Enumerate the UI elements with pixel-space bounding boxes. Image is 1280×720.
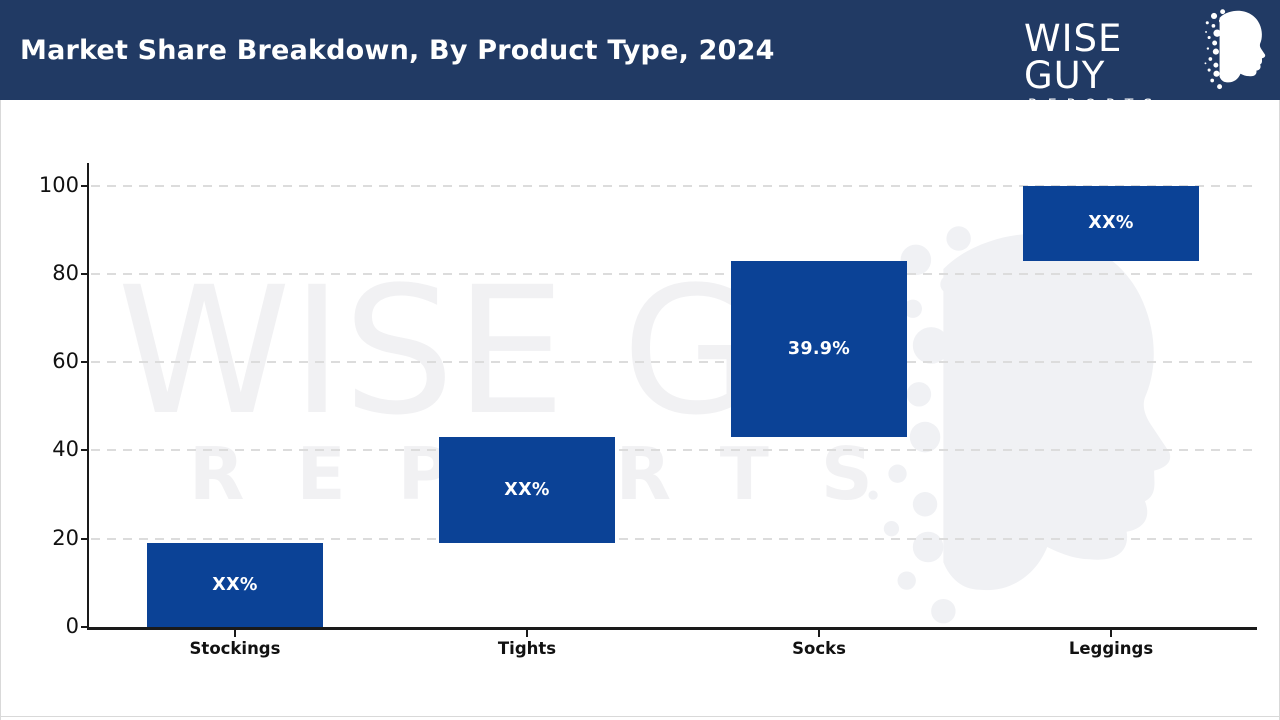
bar-label-tights: XX% xyxy=(504,480,550,501)
x-tick-label-tights: Tights xyxy=(497,639,557,658)
gridline-60 xyxy=(91,361,1257,364)
y-tick-label-40: 40 xyxy=(52,437,79,462)
y-tick-label-20: 20 xyxy=(52,525,79,550)
brand-logo: WISE GUY REPORTS xyxy=(1024,4,1274,113)
y-tick-mark-20 xyxy=(81,537,89,540)
bar-socks: 39.9% xyxy=(731,260,907,438)
x-tick-mark-leggings xyxy=(1110,630,1112,637)
y-tick-label-0: 0 xyxy=(65,614,79,638)
y-tick-label-60: 60 xyxy=(52,349,79,374)
y-tick-label-100: 100 xyxy=(38,172,79,197)
bar-label-leggings: XX% xyxy=(1088,213,1134,234)
frame-bottom-line xyxy=(1,716,1279,717)
y-axis xyxy=(87,163,89,630)
x-tick-mark-stockings xyxy=(234,630,236,637)
x-tick-label-socks: Socks xyxy=(792,639,846,658)
gridline-80 xyxy=(91,272,1257,275)
y-tick-mark-60 xyxy=(81,361,89,364)
page-title: Market Share Breakdown, By Product Type,… xyxy=(20,34,775,66)
y-tick-mark-100 xyxy=(81,184,89,187)
x-tick-label-leggings: Leggings xyxy=(1068,639,1154,658)
bar-label-stockings: XX% xyxy=(212,575,258,596)
gridline-40 xyxy=(91,449,1257,452)
brand-head-icon xyxy=(1204,8,1272,94)
bar-tights: XX% xyxy=(439,437,615,544)
chart-canvas: WISE GU REPORTS 020406080100XX%Stockings… xyxy=(0,100,1280,720)
y-tick-mark-0 xyxy=(81,626,89,628)
x-tick-label-stockings: Stockings xyxy=(189,639,281,658)
bar-label-socks: 39.9% xyxy=(787,339,851,360)
gridline-100 xyxy=(91,184,1257,187)
gridline-20 xyxy=(91,537,1257,540)
brand-name: WISE GUY xyxy=(1024,17,1123,97)
y-tick-label-80: 80 xyxy=(52,260,79,285)
y-tick-mark-40 xyxy=(81,449,89,452)
bar-stockings: XX% xyxy=(147,543,323,627)
watermark-head-icon xyxy=(867,220,1203,648)
x-tick-mark-socks xyxy=(818,630,820,637)
bar-leggings: XX% xyxy=(1023,185,1199,261)
header: Market Share Breakdown, By Product Type,… xyxy=(0,0,1280,113)
x-tick-mark-tights xyxy=(526,630,528,637)
x-axis xyxy=(87,627,1257,630)
y-tick-mark-80 xyxy=(81,272,89,275)
